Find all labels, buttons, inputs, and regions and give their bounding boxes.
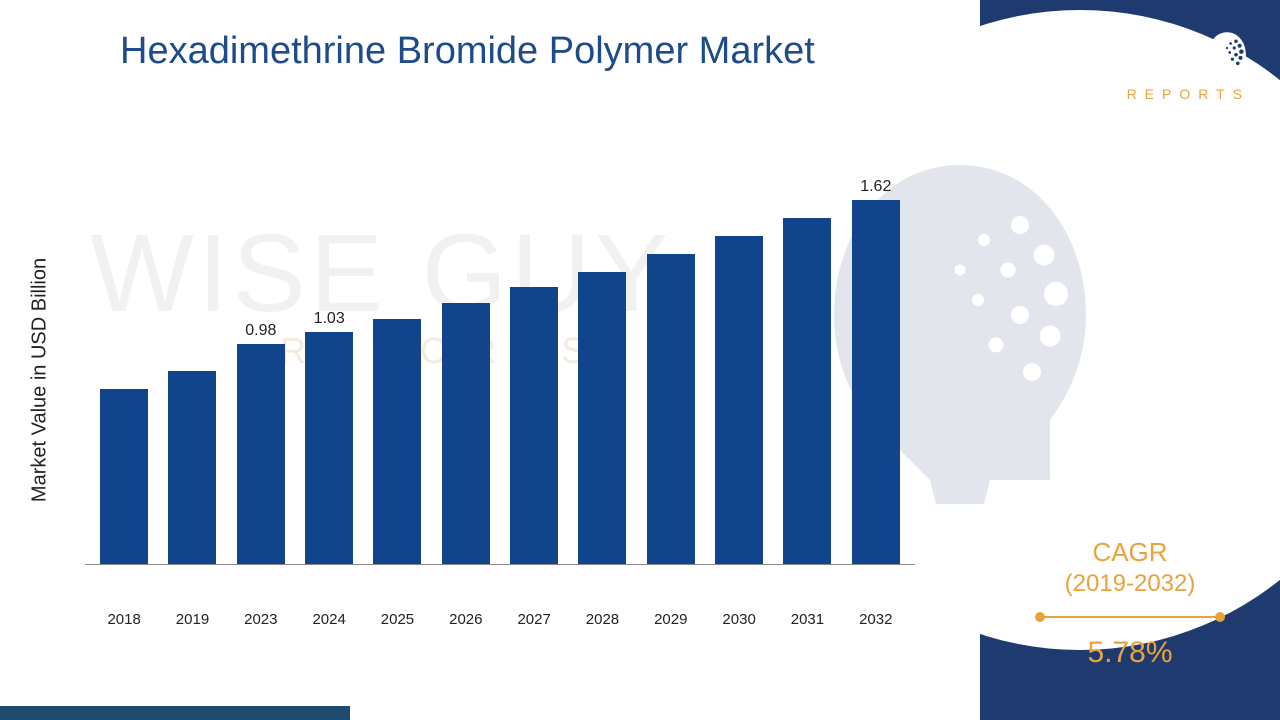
bar: [578, 272, 626, 565]
x-axis-label: 2025: [367, 611, 427, 628]
bar-wrap: [94, 389, 154, 565]
bar-wrap: [777, 218, 837, 565]
bar: [510, 287, 558, 564]
bar: [783, 218, 831, 565]
bar-wrap: 1.62: [846, 200, 906, 565]
bar-wrap: [641, 254, 701, 565]
y-axis-label: Market Value in USD Billion: [29, 258, 52, 502]
bar: [647, 254, 695, 565]
x-axis-label: 2019: [162, 611, 222, 628]
bar-wrap: [436, 303, 496, 564]
chart-title: Hexadimethrine Bromide Polymer Market: [120, 30, 815, 74]
x-axis-label: 2027: [504, 611, 564, 628]
bar-wrap: 0.98: [231, 344, 291, 565]
x-axis-label: 2029: [641, 611, 701, 628]
x-axis-label: 2030: [709, 611, 769, 628]
x-axis-label: 2028: [572, 611, 632, 628]
bar-wrap: [162, 371, 222, 565]
bar: [852, 200, 900, 565]
bar: [373, 319, 421, 564]
bar: [715, 236, 763, 565]
bottom-accent-bar: [0, 706, 350, 720]
x-axis-label: 2018: [94, 611, 154, 628]
x-axis-label: 2031: [777, 611, 837, 628]
bar: [100, 389, 148, 565]
x-axis-label: 2024: [299, 611, 359, 628]
logo-sub-text: REPORTS: [1016, 86, 1250, 102]
x-axis-label: 2026: [436, 611, 496, 628]
cagr-block: CAGR (2019-2032) 5.78%: [1020, 537, 1240, 670]
bar-chart: Market Value in USD Billion 0.981.031.62…: [55, 160, 925, 600]
bar-wrap: [367, 319, 427, 564]
plot-area: 0.981.031.62: [85, 160, 915, 565]
bar: [442, 303, 490, 564]
bar-wrap: [572, 272, 632, 565]
brand-logo: WISE GUY REPORTS: [1016, 30, 1250, 102]
logo-main-text: WISE GUY: [1016, 31, 1194, 69]
cagr-title: CAGR: [1020, 537, 1240, 568]
cagr-divider: [1040, 616, 1220, 618]
bar-wrap: 1.03: [299, 332, 359, 564]
bar: [305, 332, 353, 564]
bar: [237, 344, 285, 565]
bar: [168, 371, 216, 565]
bar-wrap: [709, 236, 769, 565]
bar-value-label: 1.03: [314, 310, 345, 328]
cagr-years: (2019-2032): [1020, 570, 1240, 598]
cagr-value: 5.78%: [1020, 636, 1240, 670]
bar-value-label: 0.98: [245, 322, 276, 340]
x-axis-label: 2032: [846, 611, 906, 628]
logo-head-icon: [1204, 30, 1250, 84]
x-axis-label: 2023: [231, 611, 291, 628]
bar-value-label: 1.62: [860, 178, 891, 196]
bar-wrap: [504, 287, 564, 564]
